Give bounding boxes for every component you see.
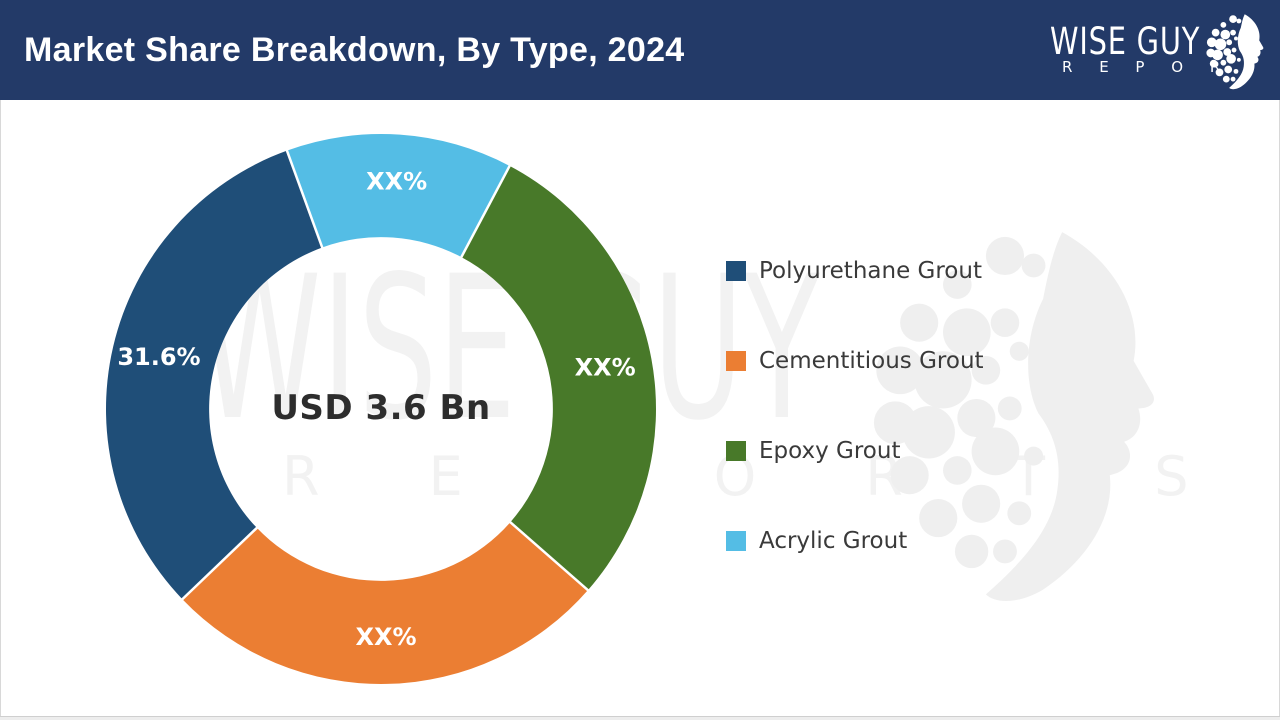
- donut-chart: XX% XX% XX% 31.6%: [106, 134, 656, 684]
- legend-swatch-epoxy: [726, 441, 746, 461]
- slice-label-cementitious-grout: XX%: [356, 623, 417, 651]
- donut-segment-acrylic-grout: [286, 134, 510, 258]
- segment-separator: [180, 526, 259, 601]
- slice-label-polyurethane-grout: 31.6%: [117, 343, 200, 371]
- slice-label-epoxy-grout: XX%: [575, 354, 636, 382]
- segment-separator: [459, 164, 512, 259]
- legend-item-polyurethane: Polyurethane Grout: [726, 257, 984, 285]
- page-title: Market Share Breakdown, By Type, 2024: [24, 30, 685, 69]
- legend-swatch-cementitious: [726, 351, 746, 371]
- legend-swatch-acrylic: [726, 531, 746, 551]
- donut-segment-polyurethane-grout: [106, 150, 323, 600]
- legend-label-polyurethane: Polyurethane Grout: [759, 258, 982, 284]
- wiseguy-logo: WISE GUY R E P O R T S: [1016, 6, 1280, 94]
- legend-label-epoxy: Epoxy Grout: [759, 438, 901, 464]
- center-value: USD 3.6 Bn: [271, 388, 491, 428]
- legend-swatch-polyurethane: [726, 261, 746, 281]
- legend-label-acrylic: Acrylic Grout: [759, 528, 908, 554]
- legend-item-acrylic: Acrylic Grout: [726, 527, 984, 555]
- legend: Polyurethane Grout Cementitious Grout Ep…: [726, 257, 984, 555]
- donut-segment-epoxy-grout: [461, 165, 656, 591]
- segment-separator: [285, 149, 324, 249]
- legend-label-cementitious: Cementitious Grout: [759, 348, 984, 374]
- segment-separator: [508, 520, 590, 592]
- bottom-border: [0, 716, 1280, 720]
- face-logo-icon: [1206, 14, 1264, 90]
- legend-item-cementitious: Cementitious Grout: [726, 347, 984, 375]
- header: Market Share Breakdown, By Type, 2024 WI…: [0, 0, 1280, 100]
- chart-area: WISE GUY R E P O R T S XX% XX% XX% 31.6% US…: [0, 100, 1280, 717]
- slice-label-acrylic-grout: XX%: [366, 168, 427, 196]
- legend-item-epoxy: Epoxy Grout: [726, 437, 984, 465]
- logo-wordmark: WISE GUY: [1050, 20, 1201, 63]
- donut-segment-cementitious-grout: [182, 522, 588, 684]
